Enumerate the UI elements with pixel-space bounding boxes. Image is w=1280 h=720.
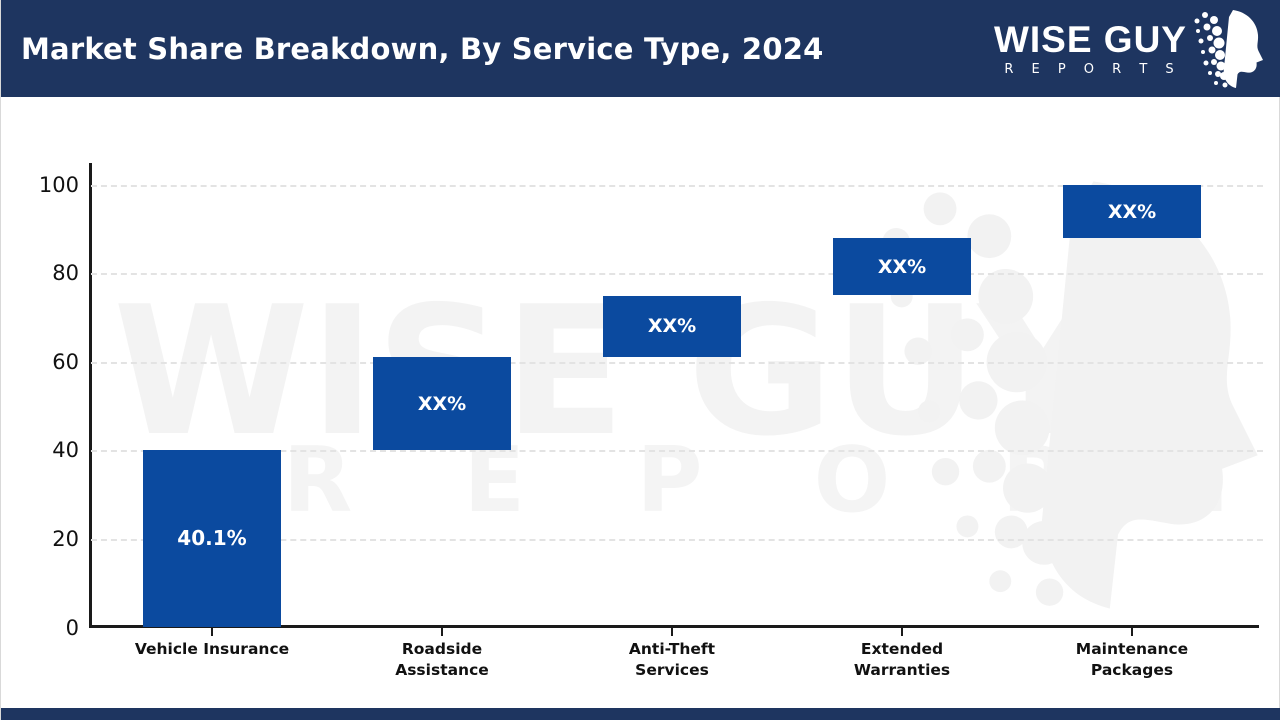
- x-category-label: Extended Warranties: [853, 640, 951, 679]
- bar-value-label: 40.1%: [177, 526, 247, 551]
- header-bar: Market Share Breakdown, By Service Type,…: [1, 0, 1280, 97]
- chart-area: 0 20 40 60 80 100 40.1% Vehicle Insurance XX% Roa…: [1, 97, 1280, 708]
- y-tick-label-60: 60: [52, 349, 79, 374]
- bar-value-label: XX%: [417, 392, 467, 415]
- gridline-40: [91, 450, 1263, 453]
- logo-wiseguy-text: WISE GUY: [993, 19, 1187, 60]
- bar-extended-warranties: XX%: [833, 238, 971, 296]
- plot-region: 0 20 40 60 80 100 40.1% Vehicle Insurance XX% Roa…: [1, 97, 1280, 708]
- logo-face-icon: [1194, 9, 1263, 88]
- x-tick-0: [211, 628, 213, 636]
- y-tick-label-40: 40: [52, 438, 79, 463]
- y-tick-label-0: 0: [65, 616, 79, 640]
- x-tick-1: [441, 628, 443, 636]
- x-category-label: Anti-Theft Services: [628, 640, 716, 679]
- bar-value-label: XX%: [877, 255, 927, 278]
- gridline-60: [91, 361, 1263, 364]
- x-tick-2: [671, 628, 673, 636]
- bar-maintenance-packages: XX%: [1063, 185, 1201, 239]
- y-axis-line: [89, 163, 92, 627]
- x-category-label: Maintenance Packages: [1075, 640, 1189, 679]
- bar-anti-theft-services: XX%: [603, 295, 741, 358]
- bar-vehicle-insurance: 40.1%: [143, 449, 281, 627]
- x-tick-3: [901, 628, 903, 636]
- logo-reports-text: R E P O R T S: [1004, 62, 1181, 77]
- y-tick-label-80: 80: [52, 261, 79, 286]
- x-axis-line: [89, 625, 1259, 628]
- bar-value-label: XX%: [1107, 200, 1157, 223]
- bar-roadside-assistance: XX%: [373, 357, 511, 450]
- y-tick-label-20: 20: [52, 526, 79, 551]
- y-tick-label-100: 100: [38, 173, 79, 197]
- x-category-label: Roadside Assistance: [395, 640, 489, 679]
- footer-bar: [1, 708, 1280, 720]
- wise-guy-reports-logo: WISE GUY R E P O R T S: [994, 7, 1280, 91]
- logo-wordmark: WISE GUY R E P O R T S: [994, 21, 1187, 76]
- x-tick-4: [1131, 628, 1133, 636]
- gridline-80: [91, 273, 1263, 276]
- gridline-100: [91, 185, 1263, 187]
- chart-title: Market Share Breakdown, By Service Type,…: [21, 31, 824, 66]
- x-category-label: Vehicle Insurance: [134, 640, 290, 658]
- gridline-20: [91, 538, 1263, 541]
- bar-value-label: XX%: [647, 315, 697, 338]
